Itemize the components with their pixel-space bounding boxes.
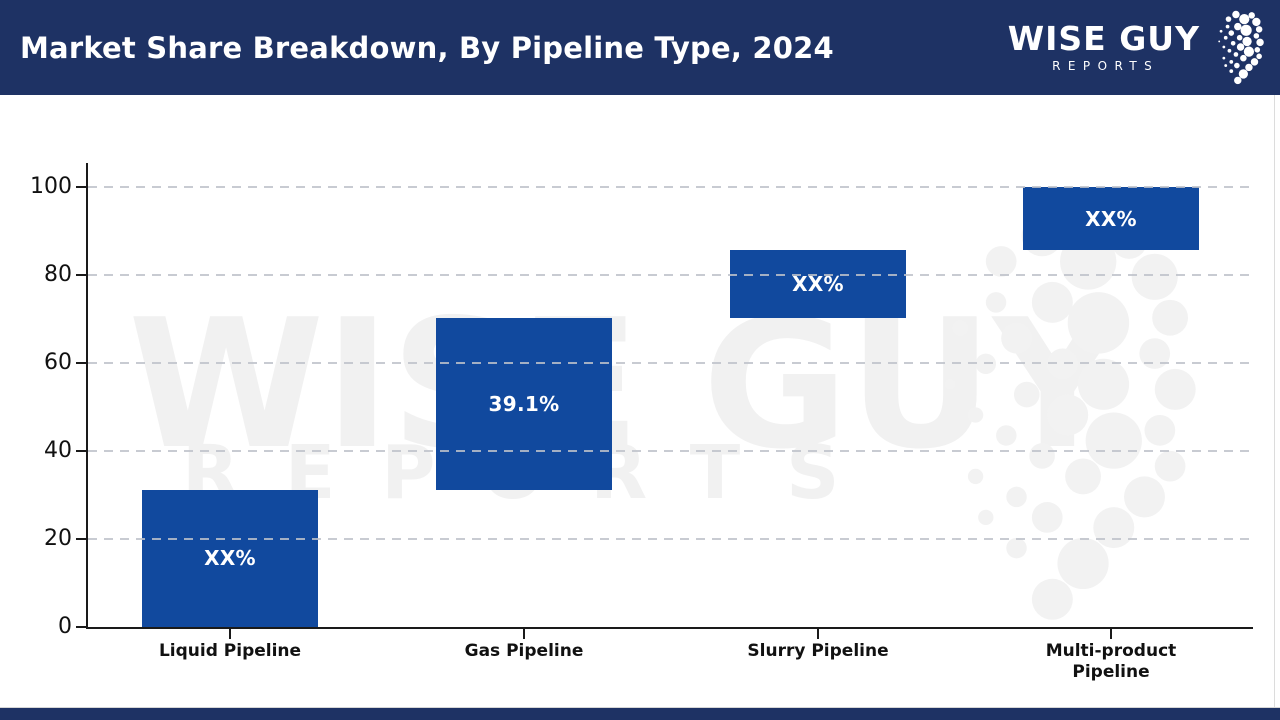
bar-gas-pipeline: 39.1% [436, 317, 612, 490]
brand-name: WISE GUY [1007, 19, 1200, 59]
bar-multi-product-pipeline: XX% [1023, 187, 1199, 251]
y-axis-tick [76, 186, 86, 188]
brand-face-icon [1218, 10, 1264, 85]
gridline-40 [88, 450, 1253, 452]
y-axis-tick [76, 538, 86, 540]
bar-slurry-pipeline: XX% [730, 250, 906, 318]
figure-border-bottom [0, 707, 1280, 708]
x-category-label: Liquid Pipeline [158, 641, 302, 661]
bar-value-label: XX% [792, 272, 844, 297]
x-axis-line [86, 627, 1253, 629]
watermark-face-icon [944, 215, 1196, 620]
x-axis-tick [523, 629, 525, 639]
y-axis-tick [76, 362, 86, 364]
x-category-label: Slurry Pipeline [747, 641, 889, 661]
y-axis-tick-label: 40 [44, 438, 72, 463]
bar-value-label: 39.1% [488, 391, 560, 416]
y-axis-tick-label: 0 [58, 614, 72, 639]
brand-text: WISE GUY REPORTS [1007, 19, 1200, 73]
brand-subtitle: REPORTS [1052, 58, 1160, 73]
bar-value-label: XX% [1085, 206, 1137, 231]
x-axis-tick [1110, 629, 1112, 639]
y-axis-tick-label: 100 [30, 174, 72, 199]
y-axis-tick-label: 80 [44, 262, 72, 287]
gridline-20 [88, 538, 1253, 540]
header-bar: Market Share Breakdown, By Pipeline Type… [0, 0, 1280, 95]
y-axis-tick-label: 60 [44, 350, 72, 375]
gridline-60 [88, 362, 1253, 364]
brand-logo: WISE GUY REPORTS [1008, 8, 1266, 86]
footer-bar [0, 708, 1280, 720]
figure-border-right [1274, 95, 1275, 707]
x-category-label: Multi-product Pipeline [1045, 641, 1177, 682]
bar-liquid-pipeline: XX% [142, 489, 318, 627]
x-axis-tick [817, 629, 819, 639]
x-axis-tick [229, 629, 231, 639]
page-title: Market Share Breakdown, By Pipeline Type… [20, 30, 834, 65]
gridline-80 [88, 274, 1253, 276]
y-axis-tick-label: 20 [44, 526, 72, 551]
gridline-100 [88, 186, 1253, 188]
x-category-label: Gas Pipeline [464, 641, 584, 661]
y-axis-tick [76, 450, 86, 452]
y-axis-line [86, 163, 88, 629]
y-axis-tick [76, 626, 86, 628]
bar-value-label: XX% [204, 546, 256, 571]
y-axis-tick [76, 274, 86, 276]
